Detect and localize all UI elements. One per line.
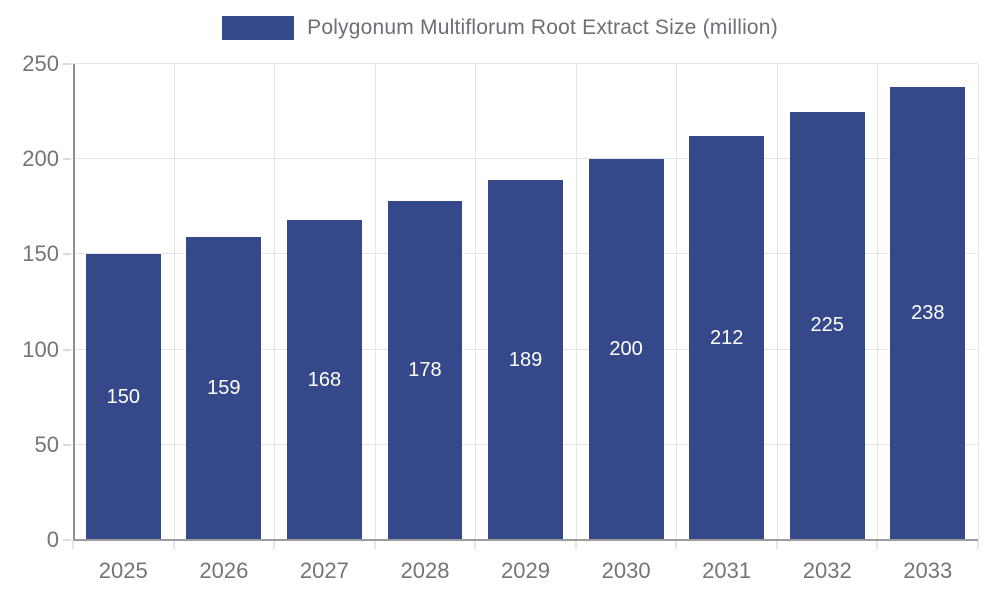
x-tick-mark <box>474 540 476 549</box>
x-tick-label: 2025 <box>98 558 148 583</box>
x-axis-line <box>73 539 978 541</box>
bars-container: 150 159 168 178 189 200 212 225 238 <box>73 64 978 540</box>
bar-value-label: 168 <box>307 368 342 391</box>
bar: 212 <box>689 136 765 540</box>
gridline-v <box>978 64 979 540</box>
x-tick-label: 2032 <box>802 558 852 583</box>
y-tick-label: 150 <box>22 241 59 267</box>
gridline-v <box>776 64 778 540</box>
x-tick-label: 2026 <box>199 558 249 583</box>
y-tick-label: 50 <box>34 431 59 457</box>
bar: 225 <box>789 111 865 540</box>
bar-cell: 150 <box>73 64 174 540</box>
x-tick-mark <box>72 540 74 549</box>
bar-cell: 189 <box>475 64 576 540</box>
bar-cell: 225 <box>777 64 878 540</box>
y-tick-label: 200 <box>22 146 59 172</box>
x-tick-mark <box>374 540 376 549</box>
bar-value-label: 159 <box>207 377 241 400</box>
gridline-h <box>73 63 978 64</box>
bar: 189 <box>488 180 563 540</box>
x-tick-label: 2031 <box>702 558 752 583</box>
gridline-v <box>575 64 577 540</box>
y-tick-label: 250 <box>22 51 59 76</box>
gridline-v <box>173 64 175 540</box>
legend[interactable]: Polygonum Multiflorum Root Extract Size … <box>0 16 1000 40</box>
bar: 159 <box>186 237 262 540</box>
x-tick-mark <box>575 540 577 549</box>
gridline-h <box>73 158 978 160</box>
bar: 238 <box>890 86 966 540</box>
y-tick-label: 100 <box>22 336 59 362</box>
y-tick-mark <box>63 444 71 446</box>
plot-area: 150 159 168 178 189 200 212 225 238 <box>73 63 979 541</box>
bar-value-label: 225 <box>810 314 844 337</box>
bar-cell: 168 <box>274 64 375 540</box>
bar-cell: 238 <box>878 64 979 540</box>
bar-value-label: 150 <box>106 385 140 408</box>
x-axis-ticks <box>72 540 979 549</box>
y-tick-mark <box>63 253 71 255</box>
legend-label: Polygonum Multiflorum Root Extract Size … <box>307 16 778 39</box>
bar-value-label: 189 <box>508 348 543 371</box>
y-tick-mark <box>63 349 71 351</box>
x-tick-label: 2030 <box>601 558 651 583</box>
bar-cell: 178 <box>375 64 476 540</box>
y-tick-mark <box>63 158 71 160</box>
bar-value-label: 200 <box>609 338 643 361</box>
y-tick-label: 0 <box>46 527 59 552</box>
y-tick-mark <box>63 539 71 541</box>
y-axis: 0 50 100 150 200 250 <box>0 51 73 552</box>
x-tick-mark <box>273 540 275 549</box>
gridline-v <box>274 64 276 540</box>
gridline-v <box>475 64 477 540</box>
x-tick-label: 2028 <box>400 558 450 583</box>
gridline-v <box>676 64 678 540</box>
gridline-v <box>877 64 879 540</box>
y-tick-mark <box>63 63 71 65</box>
x-tick-label: 2033 <box>903 558 953 583</box>
x-tick-mark <box>776 540 778 549</box>
x-tick-mark <box>876 540 878 549</box>
bar: 200 <box>588 159 664 540</box>
gridline-v <box>374 64 376 540</box>
bar-cell: 200 <box>576 64 677 540</box>
bar-cell: 212 <box>676 64 777 540</box>
x-tick-mark <box>173 540 175 549</box>
x-tick-mark <box>675 540 677 549</box>
x-tick-label: 2027 <box>299 558 349 583</box>
bar-cell: 159 <box>174 64 275 540</box>
bar: 150 <box>85 254 161 540</box>
bar-value-label: 238 <box>911 301 945 324</box>
x-axis-labels: 2025 2026 2027 2028 2029 2030 2031 2032 2033 <box>73 558 978 584</box>
x-tick-mark <box>977 540 979 549</box>
legend-swatch <box>222 16 295 40</box>
y-axis-line <box>73 64 75 540</box>
bar-value-label: 178 <box>408 359 442 382</box>
bar: 168 <box>286 220 362 540</box>
x-tick-label: 2029 <box>501 558 550 583</box>
bar-value-label: 212 <box>709 326 744 349</box>
bar: 178 <box>387 201 463 540</box>
